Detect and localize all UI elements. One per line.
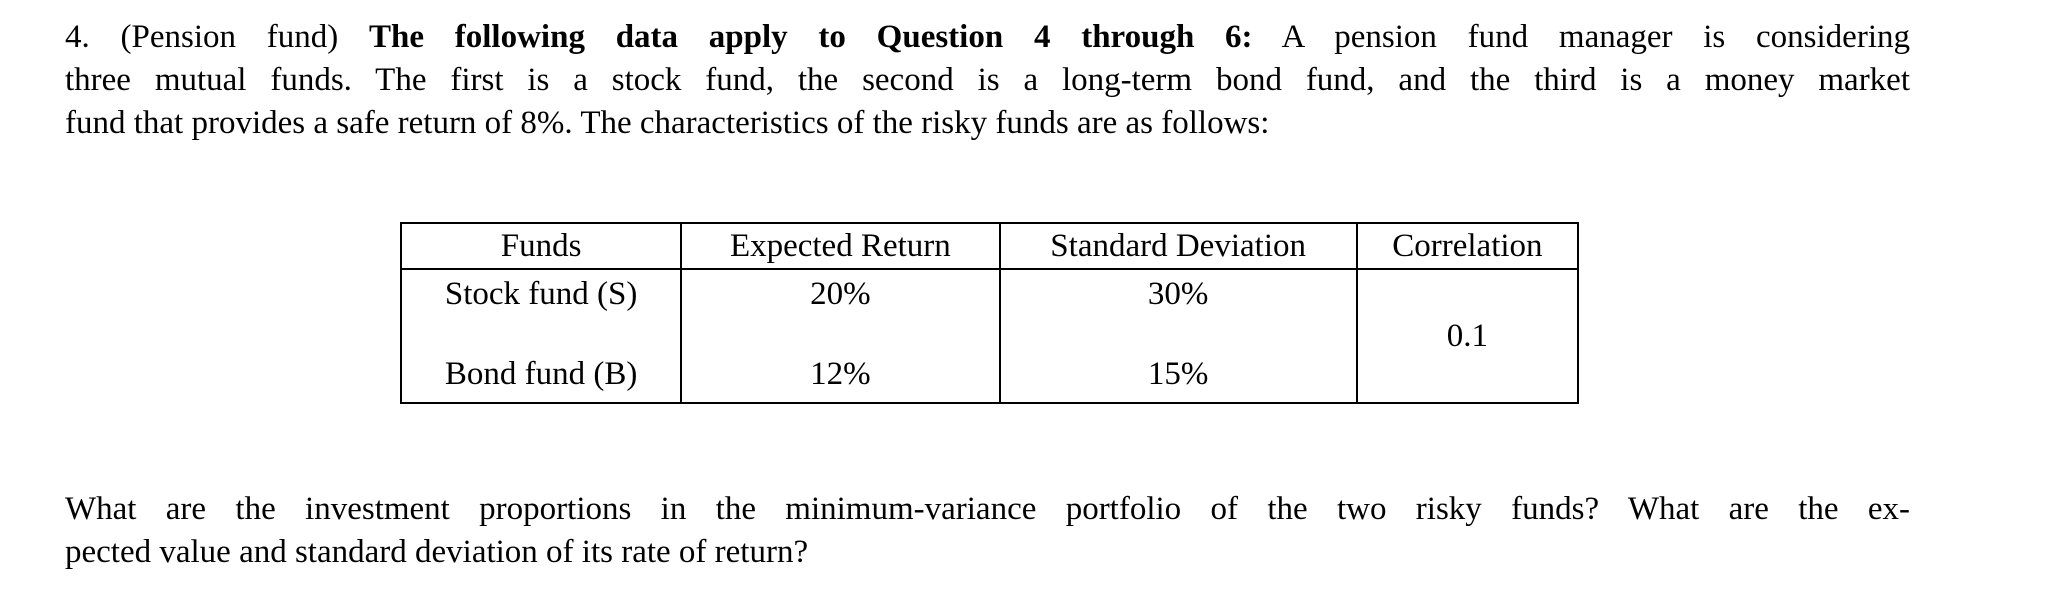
question-scope-bold-text: The following data apply to Question 4 t… xyxy=(369,19,1253,55)
funds-column-cell: Stock fund (S) Bond fund (B) xyxy=(399,268,683,404)
bond-standard-deviation-value: 15% xyxy=(1147,356,1209,392)
table-header-funds: Funds xyxy=(399,222,683,270)
bond-expected-return-value: 12% xyxy=(810,356,871,392)
question-4-paragraph: What are the investment proportions in t… xyxy=(65,488,1910,574)
standard-deviation-stack: 30% 15% xyxy=(1001,270,1356,402)
intro-line-1-text: A pension fund manager is considering xyxy=(1252,19,1910,55)
expected-return-column-cell: 20% 12% xyxy=(680,268,1001,404)
standard-deviation-column-cell: 30% 15% xyxy=(998,268,1358,404)
question-intro-paragraph: 4. (Pension fund) The following data app… xyxy=(65,16,1910,145)
intro-line-2: three mutual funds. The first is a stock… xyxy=(65,62,1910,98)
stock-standard-deviation-value: 30% xyxy=(1147,276,1209,312)
risky-funds-table: Funds Expected Return Standard Deviation… xyxy=(399,222,1580,404)
table-header-row: Funds Expected Return Standard Deviation… xyxy=(399,222,1580,270)
table-header-expected-return: Expected Return xyxy=(680,222,1001,270)
table-body-row: Stock fund (S) Bond fund (B) 20% 12% 30%… xyxy=(399,268,1580,404)
correlation-value: 0.1 xyxy=(1446,317,1489,354)
stock-expected-return-value: 20% xyxy=(810,276,871,312)
intro-line-3: fund that provides a safe return of 8%. … xyxy=(65,105,1270,141)
question-line-2: pected value and standard deviation of i… xyxy=(65,534,809,570)
table-header-correlation: Correlation xyxy=(1355,222,1580,270)
question-number-text: 4. (Pension fund) xyxy=(65,19,369,55)
expected-return-stack: 20% 12% xyxy=(682,270,998,402)
intro-line-1: 4. (Pension fund) The following data app… xyxy=(65,16,1910,59)
bond-fund-label: Bond fund (B) xyxy=(444,356,638,392)
stock-fund-label: Stock fund (S) xyxy=(444,276,638,312)
funds-column-stack: Stock fund (S) Bond fund (B) xyxy=(402,270,680,402)
table-header-standard-deviation: Standard Deviation xyxy=(998,222,1358,270)
question-line-1: What are the investment proportions in t… xyxy=(65,491,1910,527)
correlation-column-cell: 0.1 xyxy=(1355,268,1580,404)
